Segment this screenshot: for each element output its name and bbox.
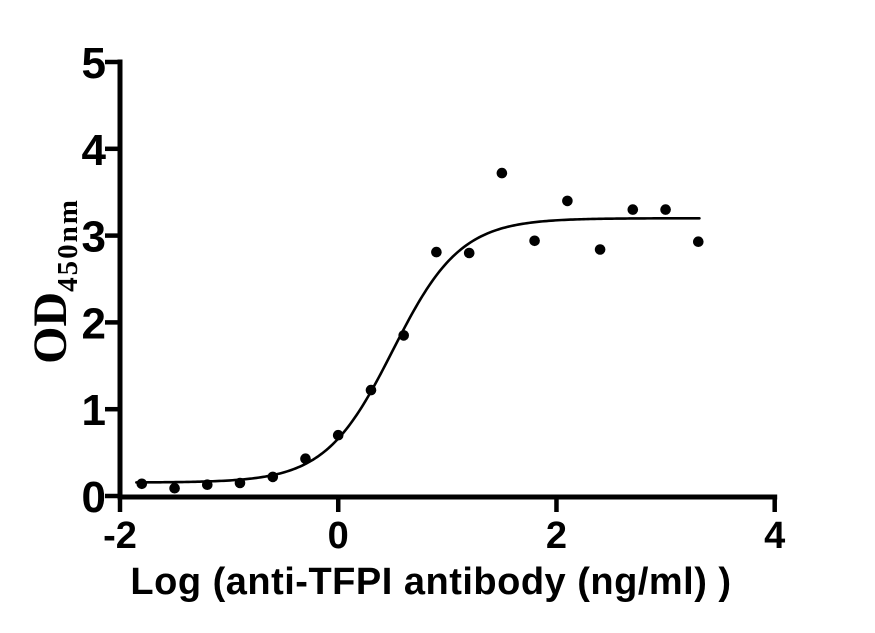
data-point [136,478,148,490]
y-axis-label-main: OD [24,291,78,364]
data-point [463,247,475,259]
x-axis-label: Log (anti-TFPI antibody (ng/ml) ) [130,561,732,603]
data-point [529,235,540,247]
y-tick-label: 2 [82,299,106,348]
y-tick-label: 4 [82,126,107,175]
fit-curve [135,216,701,484]
data-point [660,204,671,215]
data-point [627,204,639,215]
data-point [594,244,606,255]
x-tick-label: 0 [328,515,349,557]
data-point [693,236,704,247]
data-point [169,482,180,494]
data-point [234,477,246,489]
data-point [202,479,213,491]
y-tick-label: 0 [82,473,106,522]
data-point [496,167,508,179]
y-axis-label-subscript: 450nm [51,198,84,292]
x-tick-label: 2 [546,515,567,557]
x-tick-label: -2 [103,515,137,557]
y-axis-label: OD450nm [23,198,85,364]
data-point [431,246,442,258]
y-tick-label: 3 [82,213,106,262]
data-point [332,429,344,441]
x-tick-label: 4 [764,515,785,557]
data-point [562,195,573,207]
data-point [398,330,410,341]
data-point [365,384,377,396]
data-point [267,471,279,483]
y-tick-label: 5 [82,39,106,88]
data-point [300,453,311,465]
y-tick-label: 1 [82,386,106,435]
